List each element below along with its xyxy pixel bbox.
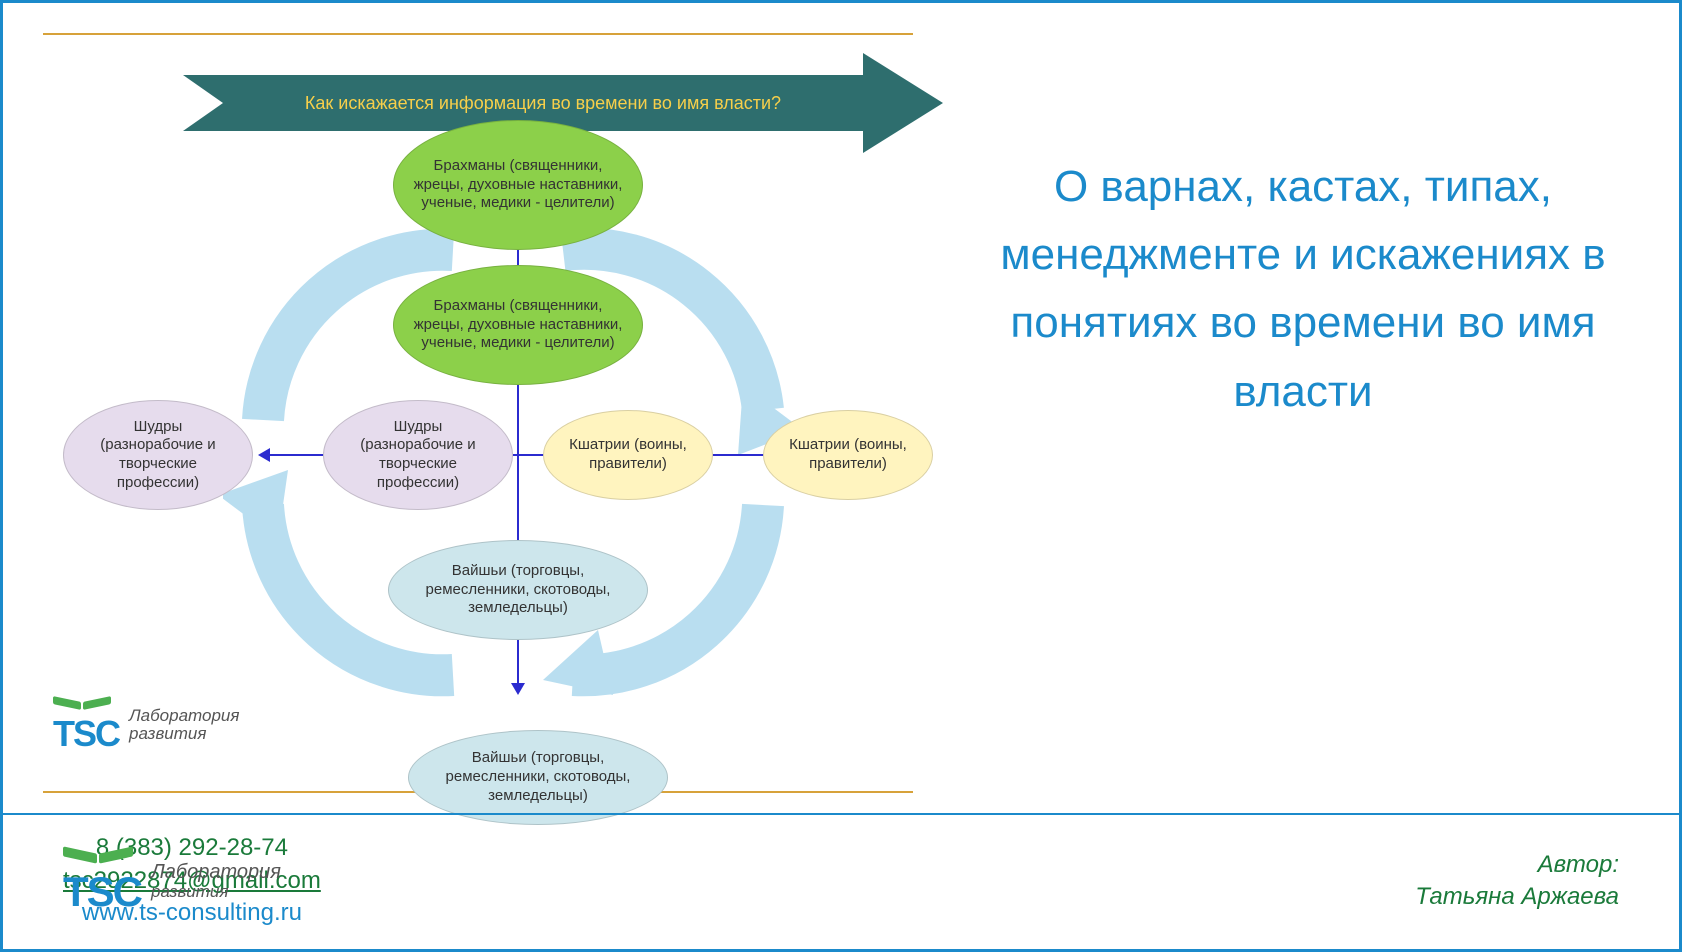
- logo-small: TSC Лаборатория развития: [53, 695, 239, 755]
- banner-arrow: Как искажается информация во времени во …: [183, 75, 943, 131]
- logo-tagline-line2: развития: [129, 725, 239, 743]
- page-title: О варнах, кастах, типах, менеджменте и и…: [963, 153, 1643, 426]
- footer: TSC Лаборатория развития 8 (383) 292-28-…: [3, 813, 1679, 949]
- banner-arrowhead: [863, 53, 943, 153]
- logo-tagline-line1: Лаборатория: [129, 707, 239, 725]
- logo-tagline: Лаборатория развития: [129, 707, 239, 743]
- node-shudra-inner: Шудры (разнорабочие и творческие професс…: [323, 400, 513, 510]
- node-vaishya-inner: Вайшьи (торговцы, ремесленники, скотовод…: [388, 540, 648, 640]
- logo-leaf-icon: [63, 846, 133, 868]
- logo-footer: TSC Лаборатория развития: [63, 846, 281, 916]
- node-kshatriya-outer: Кшатрии (воины, правители): [763, 410, 933, 500]
- logo-tagline: Лаборатория развития: [151, 862, 281, 901]
- node-vaishya-outer: Вайшьи (торговцы, ремесленники, скотовод…: [408, 730, 668, 825]
- author-name: Татьяна Аржаева: [1415, 881, 1619, 913]
- logo-leaf-icon: [53, 695, 111, 713]
- diagram-panel: Как искажается информация во времени во …: [43, 33, 913, 793]
- author-label: Автор:: [1415, 849, 1619, 881]
- node-kshatriya-inner: Кшатрии (воины, правители): [543, 410, 713, 500]
- logo-tsc-text: TSC: [63, 868, 141, 916]
- node-brahman-outer: Брахманы (священники, жрецы, духовные на…: [393, 120, 643, 250]
- logo-tagline-line1: Лаборатория: [151, 862, 281, 883]
- logo-tsc-text: TSC: [53, 713, 119, 755]
- axis-arrow-down: [511, 683, 525, 695]
- node-brahman-inner: Брахманы (священники, жрецы, духовные на…: [393, 265, 643, 385]
- axis-arrow-left: [258, 448, 270, 462]
- node-shudra-outer: Шудры (разнорабочие и творческие професс…: [63, 400, 253, 510]
- logo-tagline-line2: развития: [151, 883, 281, 901]
- author-block: Автор: Татьяна Аржаева: [1415, 849, 1619, 914]
- banner-tail: [183, 75, 223, 131]
